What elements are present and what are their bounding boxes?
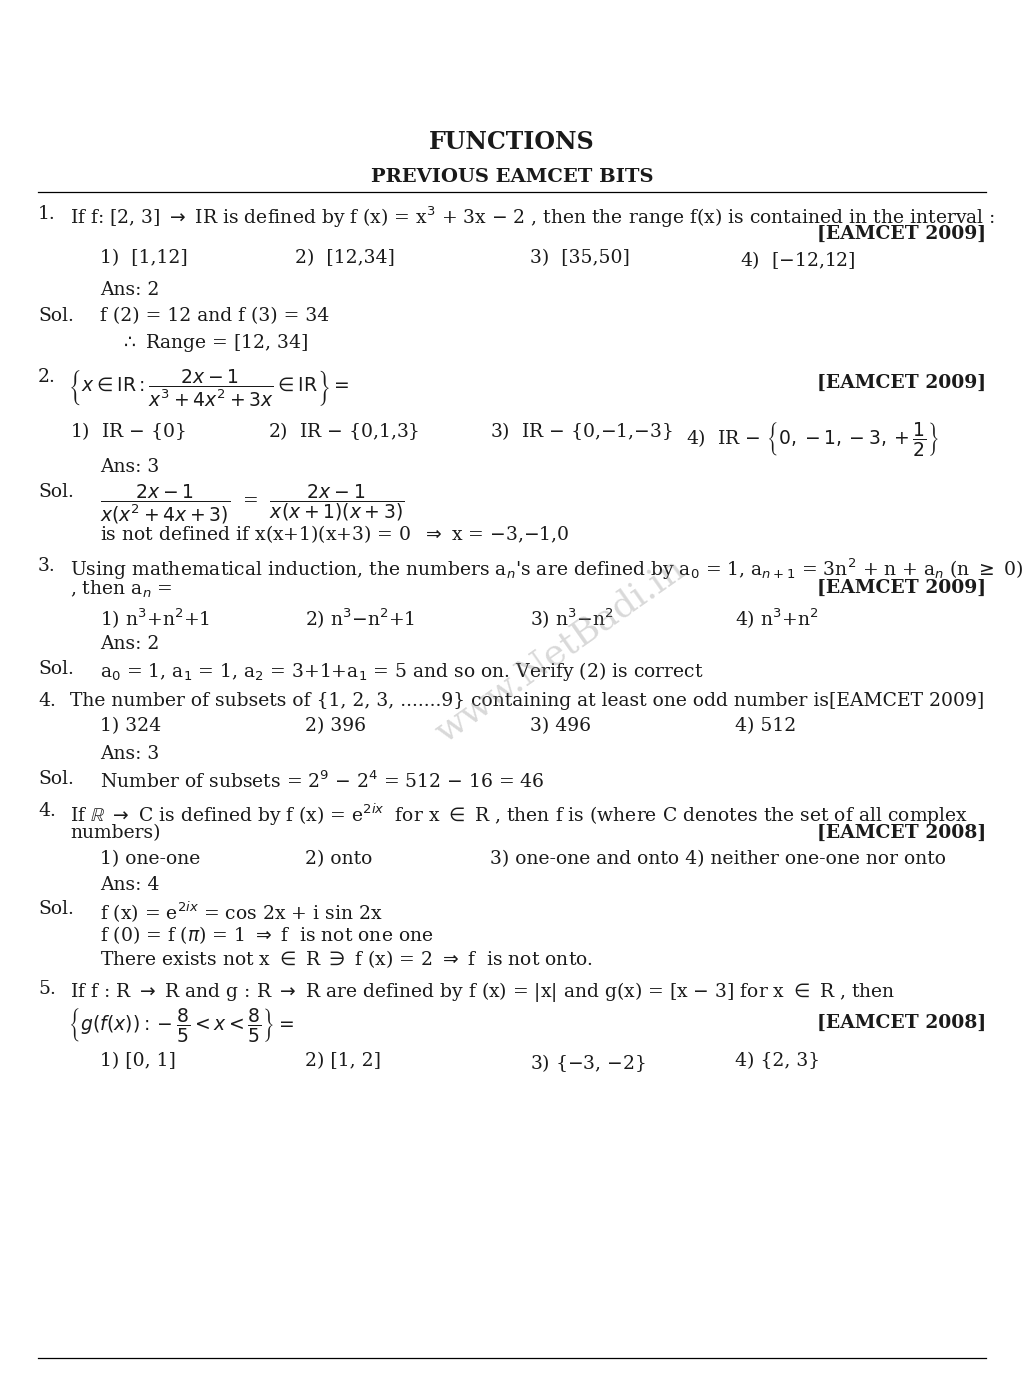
Text: There exists not x $\in$ R $\ni$ f (x) = 2 $\Rightarrow$ f  is not onto.: There exists not x $\in$ R $\ni$ f (x) =… <box>100 947 593 969</box>
Text: Using mathematical induction, the numbers a$_n$'s are defined by a$_0$ = 1, a$_{: Using mathematical induction, the number… <box>70 558 1024 582</box>
Text: $\left\{x \in \mathrm{IR} : \dfrac{2x-1}{x^3+4x^2+3x} \in \mathrm{IR}\right\} =$: $\left\{x \in \mathrm{IR} : \dfrac{2x-1}… <box>68 368 349 409</box>
Text: 1)  IR $-$ {0}: 1) IR $-$ {0} <box>70 420 185 442</box>
Text: 2)  [12,34]: 2) [12,34] <box>295 249 395 267</box>
Text: Ans: 2: Ans: 2 <box>100 635 160 653</box>
Text: 3)  [35,50]: 3) [35,50] <box>530 249 630 267</box>
Text: $\therefore$ Range = [12, 34]: $\therefore$ Range = [12, 34] <box>120 332 308 354</box>
Text: 4.: 4. <box>38 801 56 819</box>
Text: 4) n$^3$+n$^2$: 4) n$^3$+n$^2$ <box>735 607 818 631</box>
Text: 3) {$-$3, $-$2}: 3) {$-$3, $-$2} <box>530 1052 646 1074</box>
Text: 3) 496: 3) 496 <box>530 717 591 735</box>
Text: numbers): numbers) <box>70 823 161 841</box>
Text: $\left\{g(f(x)) : -\dfrac{8}{5} < x < \dfrac{8}{5}\right\} =$: $\left\{g(f(x)) : -\dfrac{8}{5} < x < \d… <box>68 1007 294 1044</box>
Text: f (2) = 12 and f (3) = 34: f (2) = 12 and f (3) = 34 <box>100 307 330 325</box>
Text: 1) 324: 1) 324 <box>100 717 161 735</box>
Text: If f : R $\rightarrow$ R and g : R $\rightarrow$ R are defined by f (x) = |x| an: If f : R $\rightarrow$ R and g : R $\rig… <box>70 980 895 1004</box>
Text: If f: [2, 3] $\rightarrow$ IR is defined by f (x) = x$^3$ + 3x $-$ 2 , then the : If f: [2, 3] $\rightarrow$ IR is defined… <box>70 205 995 230</box>
Text: [EAMCET 2008]: [EAMCET 2008] <box>817 823 986 841</box>
Text: Ans: 3: Ans: 3 <box>100 459 160 476</box>
Text: 4) {2, 3}: 4) {2, 3} <box>735 1052 820 1070</box>
Text: Sol.: Sol. <box>38 483 74 501</box>
Text: The number of subsets of {1, 2, 3, .......9} containing at least one odd number : The number of subsets of {1, 2, 3, .....… <box>70 693 984 711</box>
Text: 4.: 4. <box>38 693 56 711</box>
Text: a$_0$ = 1, a$_1$ = 1, a$_2$ = 3+1+a$_1$ = 5 and so on. Verify (2) is correct: a$_0$ = 1, a$_1$ = 1, a$_2$ = 3+1+a$_1$ … <box>100 660 703 683</box>
Text: Ans: 4: Ans: 4 <box>100 876 160 894</box>
Text: f (0) = f ($\pi$) = 1 $\Rightarrow$ f  is not one one: f (0) = f ($\pi$) = 1 $\Rightarrow$ f is… <box>100 924 433 946</box>
Text: Sol.: Sol. <box>38 770 74 788</box>
Text: 4) 512: 4) 512 <box>735 717 797 735</box>
Text: www.NetBadi.in: www.NetBadi.in <box>429 551 691 749</box>
Text: [EAMCET 2008]: [EAMCET 2008] <box>817 1013 986 1031</box>
Text: 3) one-one and onto 4) neither one-one nor onto: 3) one-one and onto 4) neither one-one n… <box>490 850 946 868</box>
Text: 2.: 2. <box>38 368 56 386</box>
Text: If $\mathbb{R}$ $\rightarrow$ C is defined by f (x) = e$^{2ix}$  for x $\in$ R ,: If $\mathbb{R}$ $\rightarrow$ C is defin… <box>70 801 969 828</box>
Text: [EAMCET 2009]: [EAMCET 2009] <box>817 578 986 598</box>
Text: 1)  [1,12]: 1) [1,12] <box>100 249 187 267</box>
Text: Number of subsets = 2$^9$ $-$ 2$^4$ = 512 $-$ 16 = 46: Number of subsets = 2$^9$ $-$ 2$^4$ = 51… <box>100 770 545 792</box>
Text: Sol.: Sol. <box>38 901 74 918</box>
Text: Ans: 3: Ans: 3 <box>100 745 160 763</box>
Text: FUNCTIONS: FUNCTIONS <box>429 129 595 154</box>
Text: Ans: 2: Ans: 2 <box>100 281 160 299</box>
Text: 2) onto: 2) onto <box>305 850 373 868</box>
Text: [EAMCET 2009]: [EAMCET 2009] <box>817 224 986 242</box>
Text: 4)  IR $-$ $\left\{0,-1,-3,+\dfrac{1}{2}\right\}$: 4) IR $-$ $\left\{0,-1,-3,+\dfrac{1}{2}\… <box>686 420 939 459</box>
Text: 1) n$^3$+n$^2$+1: 1) n$^3$+n$^2$+1 <box>100 607 210 631</box>
Text: 1.: 1. <box>38 205 55 223</box>
Text: [EAMCET 2009]: [EAMCET 2009] <box>817 375 986 392</box>
Text: PREVIOUS EAMCET BITS: PREVIOUS EAMCET BITS <box>371 168 653 186</box>
Text: Sol.: Sol. <box>38 307 74 325</box>
Text: 3.: 3. <box>38 558 55 576</box>
Text: 1) one-one: 1) one-one <box>100 850 201 868</box>
Text: 2) n$^3$$-$n$^2$+1: 2) n$^3$$-$n$^2$+1 <box>305 607 415 631</box>
Text: , then a$_n$ =: , then a$_n$ = <box>70 578 173 600</box>
Text: 3) n$^3$$-$n$^2$: 3) n$^3$$-$n$^2$ <box>530 607 613 631</box>
Text: 2) [1, 2]: 2) [1, 2] <box>305 1052 381 1070</box>
Text: f (x) = e$^{2ix}$ = cos 2x + i sin 2x: f (x) = e$^{2ix}$ = cos 2x + i sin 2x <box>100 901 382 925</box>
Text: is not defined if x(x+1)(x+3) = 0  $\Rightarrow$ x = $-$3,$-$1,0: is not defined if x(x+1)(x+3) = 0 $\Righ… <box>100 523 569 545</box>
Text: 5.: 5. <box>38 980 56 998</box>
Text: 4)  [$-$12,12]: 4) [$-$12,12] <box>740 249 856 271</box>
Text: 2) 396: 2) 396 <box>305 717 366 735</box>
Text: Sol.: Sol. <box>38 660 74 677</box>
Text: 3)  IR $-$ {0,$-$1,$-$3}: 3) IR $-$ {0,$-$1,$-$3} <box>490 420 673 442</box>
Text: 2)  IR $-$ {0,1,3}: 2) IR $-$ {0,1,3} <box>268 420 420 442</box>
Text: $\dfrac{2x-1}{x\left(x^2+4x+3\right)}$  =  $\dfrac{2x-1}{x(x+1)(x+3)}$: $\dfrac{2x-1}{x\left(x^2+4x+3\right)}$ =… <box>100 483 404 526</box>
Text: 1) [0, 1]: 1) [0, 1] <box>100 1052 176 1070</box>
